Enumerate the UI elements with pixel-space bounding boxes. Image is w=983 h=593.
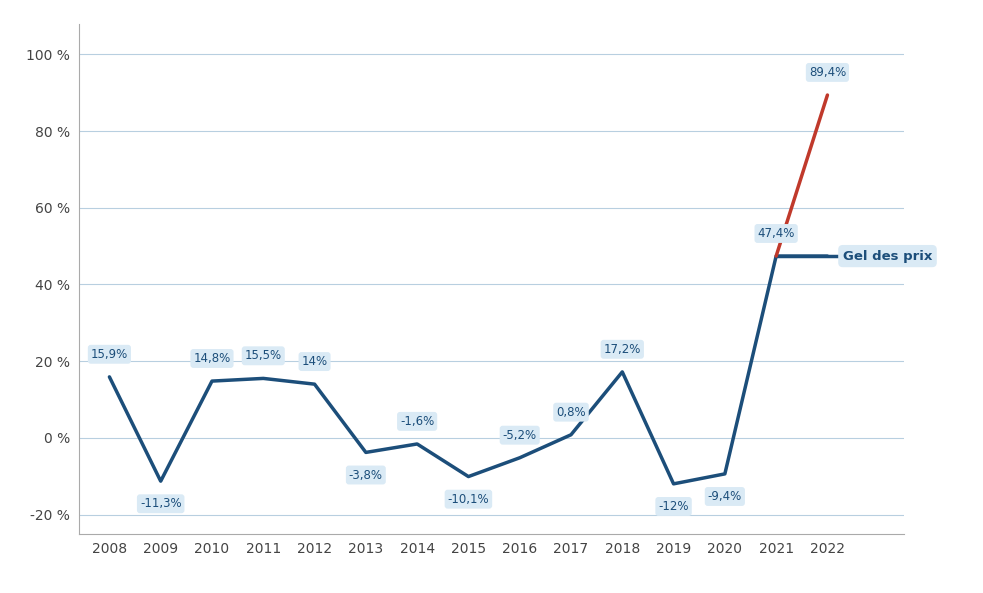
Text: -10,1%: -10,1% — [447, 493, 490, 506]
Text: Gel des prix: Gel des prix — [842, 250, 932, 263]
Text: 89,4%: 89,4% — [809, 66, 846, 79]
Text: -12%: -12% — [659, 500, 689, 513]
Text: 47,4%: 47,4% — [758, 227, 795, 240]
Text: 0,8%: 0,8% — [556, 406, 586, 419]
Text: -1,6%: -1,6% — [400, 415, 434, 428]
Text: -5,2%: -5,2% — [502, 429, 537, 442]
Text: -3,8%: -3,8% — [349, 468, 382, 482]
Text: -9,4%: -9,4% — [708, 490, 742, 503]
Text: 14,8%: 14,8% — [194, 352, 231, 365]
Text: 17,2%: 17,2% — [604, 343, 641, 356]
Text: 14%: 14% — [302, 355, 327, 368]
Text: 15,5%: 15,5% — [245, 349, 282, 362]
Text: -11,3%: -11,3% — [140, 498, 182, 510]
Text: 15,9%: 15,9% — [90, 347, 128, 361]
